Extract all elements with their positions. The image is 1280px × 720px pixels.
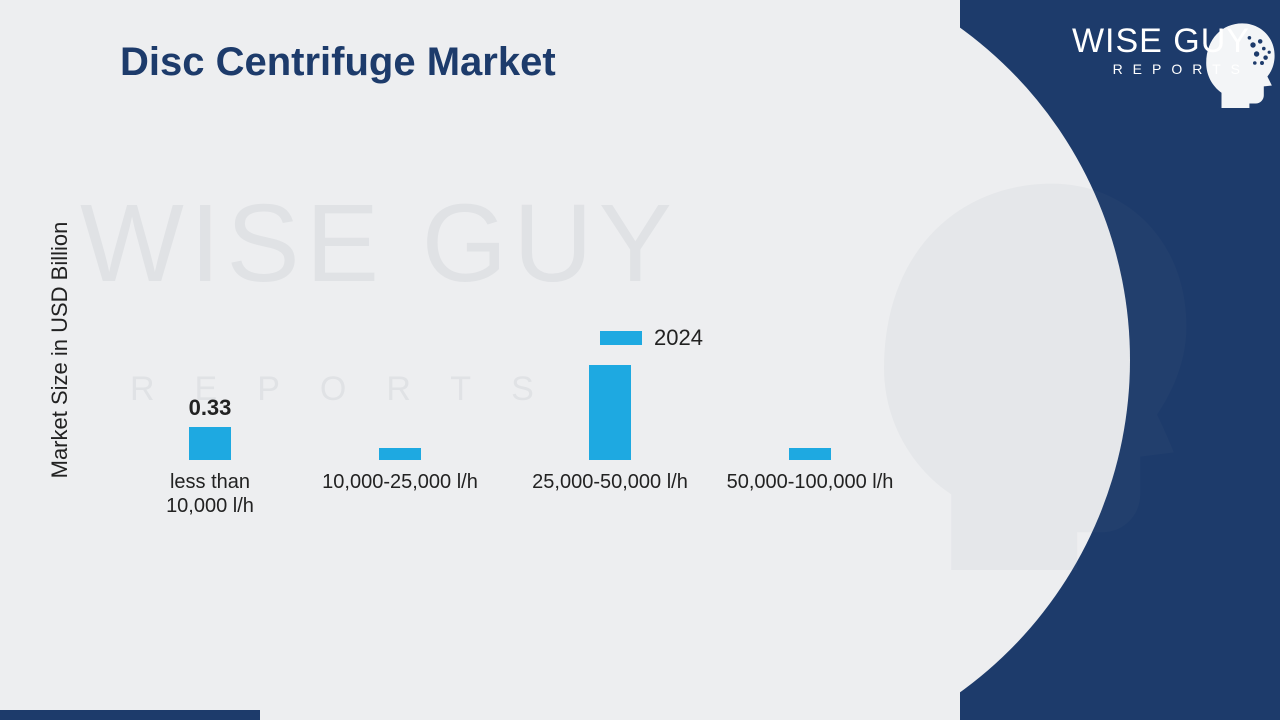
bar-chart: 0.33 2024 less than 10,000 l/h 10,000-25,… <box>110 130 930 550</box>
category-label: 10,000-25,000 l/h <box>300 470 500 494</box>
y-axis-label: Market Size in USD Billion <box>47 222 73 479</box>
brand-logo: WISE GUY REPORTS <box>1072 24 1250 76</box>
bar <box>189 427 231 460</box>
legend-label: 2024 <box>654 325 703 351</box>
legend-swatch <box>600 331 642 345</box>
legend: 2024 <box>600 325 703 351</box>
category-label: less than 10,000 l/h <box>155 470 265 518</box>
bar-value-label: 0.33 <box>189 395 232 421</box>
bar <box>789 448 831 460</box>
brand-line1: WISE GUY <box>1072 24 1250 58</box>
chart-title: Disc Centrifuge Market <box>120 40 556 85</box>
category-label: 50,000-100,000 l/h <box>705 470 915 494</box>
plot-area: 0.33 <box>110 130 930 460</box>
brand-line2: REPORTS <box>1072 62 1250 76</box>
bar <box>589 365 631 460</box>
stage: WISE GUY REPORTS Disc Centrifuge Market … <box>0 0 1280 720</box>
footer-accent-bar <box>0 710 260 720</box>
bar <box>379 448 421 460</box>
category-label: 25,000-50,000 l/h <box>510 470 710 494</box>
